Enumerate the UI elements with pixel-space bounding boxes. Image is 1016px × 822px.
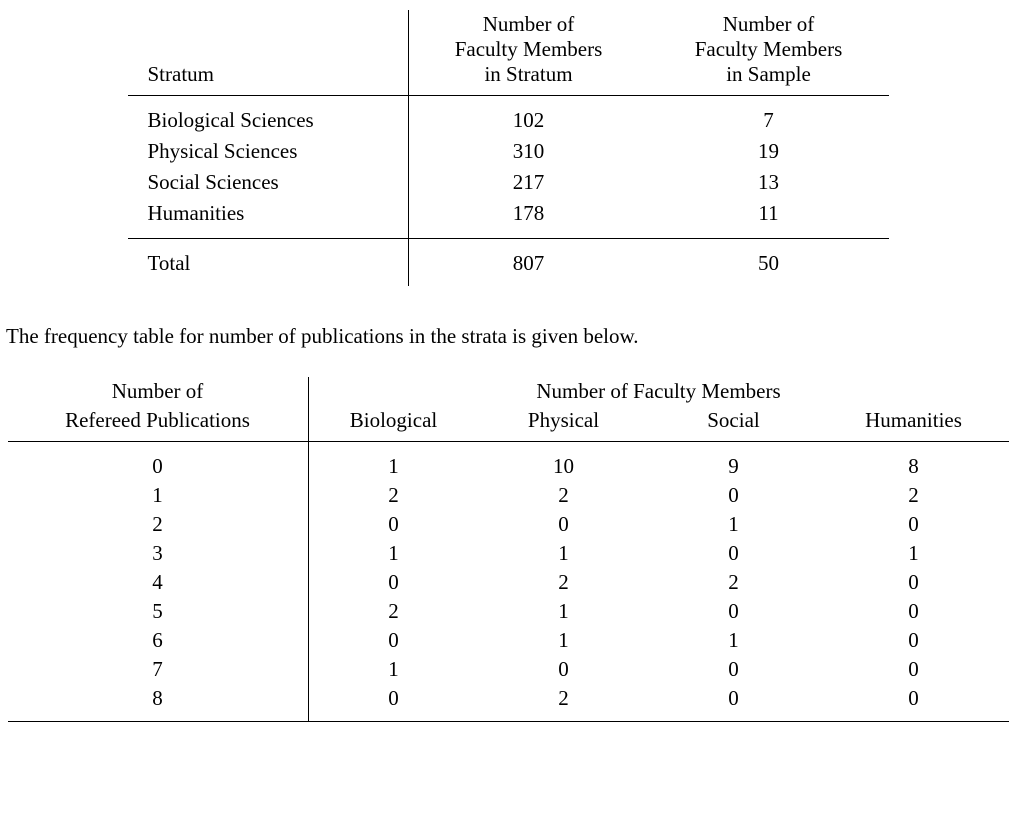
cell-soc: 1 xyxy=(649,626,819,655)
header-stratum: Stratum xyxy=(128,10,409,96)
frequency-table-body: 0 1 10 9 8 1 2 2 0 2 2 0 0 1 0 3 1 1 0 1 xyxy=(8,442,1009,722)
cell-bio: 1 xyxy=(308,655,479,684)
cell-hum: 0 xyxy=(819,568,1009,597)
cell-phy: 2 xyxy=(479,684,649,722)
cell-in-stratum: 102 xyxy=(408,96,649,137)
cell-total-in-stratum: 807 xyxy=(408,239,649,287)
cell-hum: 0 xyxy=(819,684,1009,722)
header-in-sample: Number of Faculty Members in Sample xyxy=(649,10,889,96)
table-header-row-1: Number of Number of Faculty Members xyxy=(8,377,1009,406)
cell-pub: 1 xyxy=(8,481,309,510)
cell-in-stratum: 178 xyxy=(408,198,649,239)
cell-soc: 9 xyxy=(649,442,819,482)
cell-in-stratum: 217 xyxy=(408,167,649,198)
stratum-table: Stratum Number of Faculty Members in Str… xyxy=(128,10,889,286)
cell-phy: 10 xyxy=(479,442,649,482)
cell-phy: 2 xyxy=(479,481,649,510)
header-publications-l2: Refereed Publications xyxy=(8,406,309,442)
header-in-sample-l2: Faculty Members xyxy=(659,37,879,62)
table-header-row-2: Refereed Publications Biological Physica… xyxy=(8,406,1009,442)
cell-bio: 2 xyxy=(308,481,479,510)
cell-soc: 2 xyxy=(649,568,819,597)
table-row: 7 1 0 0 0 xyxy=(8,655,1009,684)
cell-total-in-sample: 50 xyxy=(649,239,889,287)
table-row: 8 0 2 0 0 xyxy=(8,684,1009,722)
table-row: Humanities 178 11 xyxy=(128,198,889,239)
table-row: 6 0 1 1 0 xyxy=(8,626,1009,655)
table-row: 0 1 10 9 8 xyxy=(8,442,1009,482)
header-humanities: Humanities xyxy=(819,406,1009,442)
cell-pub: 2 xyxy=(8,510,309,539)
header-social: Social xyxy=(649,406,819,442)
cell-pub: 8 xyxy=(8,684,309,722)
cell-phy: 0 xyxy=(479,655,649,684)
cell-bio: 1 xyxy=(308,539,479,568)
cell-hum: 0 xyxy=(819,626,1009,655)
cell-bio: 0 xyxy=(308,510,479,539)
cell-pub: 4 xyxy=(8,568,309,597)
header-group-faculty: Number of Faculty Members xyxy=(308,377,1009,406)
cell-bio: 2 xyxy=(308,597,479,626)
cell-pub: 6 xyxy=(8,626,309,655)
table-row: 5 2 1 0 0 xyxy=(8,597,1009,626)
cell-pub: 0 xyxy=(8,442,309,482)
table-row: 2 0 0 1 0 xyxy=(8,510,1009,539)
table-row: 3 1 1 0 1 xyxy=(8,539,1009,568)
cell-soc: 0 xyxy=(649,539,819,568)
header-in-sample-l3: in Sample xyxy=(659,62,879,87)
cell-soc: 0 xyxy=(649,597,819,626)
cell-stratum: Physical Sciences xyxy=(128,136,409,167)
cell-phy: 1 xyxy=(479,539,649,568)
cell-pub: 3 xyxy=(8,539,309,568)
cell-pub: 7 xyxy=(8,655,309,684)
cell-total-label: Total xyxy=(128,239,409,287)
table-total-row: Total 807 50 xyxy=(128,239,889,287)
cell-stratum: Social Sciences xyxy=(128,167,409,198)
cell-soc: 0 xyxy=(649,481,819,510)
cell-in-stratum: 310 xyxy=(408,136,649,167)
table-header-row: Stratum Number of Faculty Members in Str… xyxy=(128,10,889,96)
header-in-stratum-l3: in Stratum xyxy=(419,62,639,87)
cell-soc: 0 xyxy=(649,684,819,722)
header-in-sample-l1: Number of xyxy=(659,12,879,37)
cell-in-sample: 7 xyxy=(649,96,889,137)
header-in-stratum-l1: Number of xyxy=(419,12,639,37)
cell-bio: 0 xyxy=(308,568,479,597)
cell-bio: 0 xyxy=(308,684,479,722)
table-row: Biological Sciences 102 7 xyxy=(128,96,889,137)
cell-in-sample: 11 xyxy=(649,198,889,239)
stratum-table-body: Biological Sciences 102 7 Physical Scien… xyxy=(128,96,889,287)
cell-hum: 2 xyxy=(819,481,1009,510)
cell-soc: 0 xyxy=(649,655,819,684)
frequency-table: Number of Number of Faculty Members Refe… xyxy=(8,377,1009,722)
header-biological: Biological xyxy=(308,406,479,442)
cell-soc: 1 xyxy=(649,510,819,539)
cell-phy: 2 xyxy=(479,568,649,597)
cell-in-sample: 13 xyxy=(649,167,889,198)
cell-hum: 1 xyxy=(819,539,1009,568)
cell-pub: 5 xyxy=(8,597,309,626)
cell-phy: 1 xyxy=(479,626,649,655)
cell-hum: 0 xyxy=(819,597,1009,626)
cell-hum: 8 xyxy=(819,442,1009,482)
cell-hum: 0 xyxy=(819,655,1009,684)
cell-bio: 1 xyxy=(308,442,479,482)
cell-stratum: Biological Sciences xyxy=(128,96,409,137)
header-physical: Physical xyxy=(479,406,649,442)
cell-stratum: Humanities xyxy=(128,198,409,239)
cell-in-sample: 19 xyxy=(649,136,889,167)
table-row: 4 0 2 2 0 xyxy=(8,568,1009,597)
table-row: Physical Sciences 310 19 xyxy=(128,136,889,167)
table-row: Social Sciences 217 13 xyxy=(128,167,889,198)
cell-bio: 0 xyxy=(308,626,479,655)
cell-phy: 1 xyxy=(479,597,649,626)
header-stratum-label: Stratum xyxy=(148,62,215,86)
header-in-stratum-l2: Faculty Members xyxy=(419,37,639,62)
header-in-stratum: Number of Faculty Members in Stratum xyxy=(408,10,649,96)
header-publications-l1: Number of xyxy=(8,377,309,406)
cell-phy: 0 xyxy=(479,510,649,539)
cell-hum: 0 xyxy=(819,510,1009,539)
paragraph-intertext: The frequency table for number of public… xyxy=(0,324,1016,349)
table-row: 1 2 2 0 2 xyxy=(8,481,1009,510)
